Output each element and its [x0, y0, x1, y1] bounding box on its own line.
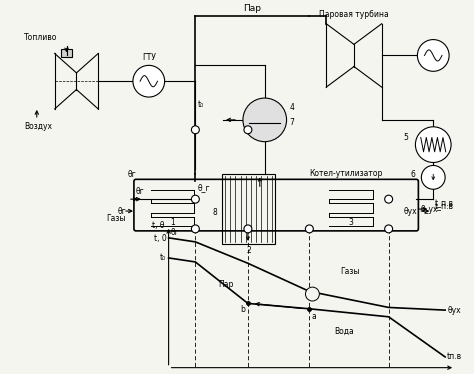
Circle shape: [385, 195, 392, 203]
Text: θ_г: θ_г: [197, 183, 210, 192]
Text: Котел-утилизатор: Котел-утилизатор: [310, 169, 383, 178]
Text: Вода: Вода: [335, 327, 354, 336]
Text: 7: 7: [290, 118, 294, 127]
Text: Газы: Газы: [107, 214, 126, 224]
Text: θух: θух: [447, 306, 461, 315]
Text: θг: θг: [127, 170, 136, 179]
Circle shape: [305, 225, 313, 233]
Text: 8: 8: [213, 208, 218, 217]
Text: Топливо: Топливо: [24, 33, 57, 42]
Text: θг: θг: [136, 187, 145, 196]
Text: t₀: t₀: [197, 101, 204, 110]
Text: t_п.в: t_п.в: [435, 202, 454, 211]
Text: b: b: [240, 306, 245, 315]
Text: θг: θг: [117, 206, 126, 215]
Text: Воздух: Воздух: [24, 122, 52, 131]
Circle shape: [244, 126, 252, 134]
Text: ГТУ: ГТУ: [142, 53, 156, 62]
Text: θг: θг: [171, 228, 179, 237]
Bar: [222, 174, 274, 244]
Text: 3: 3: [348, 218, 354, 227]
Text: 5: 5: [403, 133, 409, 142]
Text: 4: 4: [290, 103, 294, 112]
Circle shape: [243, 98, 287, 142]
Text: θ_ух: θ_ух: [420, 205, 438, 214]
Circle shape: [191, 126, 200, 134]
Text: t₀: t₀: [159, 254, 165, 263]
Circle shape: [418, 40, 449, 71]
Text: 2: 2: [246, 246, 251, 255]
Text: θух: θух: [404, 206, 418, 215]
Bar: [61, 49, 73, 58]
Circle shape: [244, 225, 252, 233]
Circle shape: [191, 225, 200, 233]
Text: t_п.в: t_п.в: [435, 200, 454, 209]
Circle shape: [421, 165, 445, 189]
Text: Газы: Газы: [340, 267, 359, 276]
Text: Пар: Пар: [243, 4, 261, 13]
Text: 1: 1: [170, 218, 175, 227]
Text: tп.в: tп.в: [447, 352, 462, 361]
Circle shape: [191, 195, 200, 203]
Text: t, 0: t, 0: [154, 234, 167, 243]
Circle shape: [305, 287, 319, 301]
Text: 6: 6: [410, 170, 415, 180]
Circle shape: [133, 65, 164, 97]
Circle shape: [415, 127, 451, 162]
Text: a: a: [311, 312, 316, 321]
Text: t, θ: t, θ: [152, 221, 164, 230]
Text: Паровая турбина: Паровая турбина: [319, 10, 389, 19]
Circle shape: [385, 225, 392, 233]
Text: Пар: Пар: [219, 280, 234, 289]
